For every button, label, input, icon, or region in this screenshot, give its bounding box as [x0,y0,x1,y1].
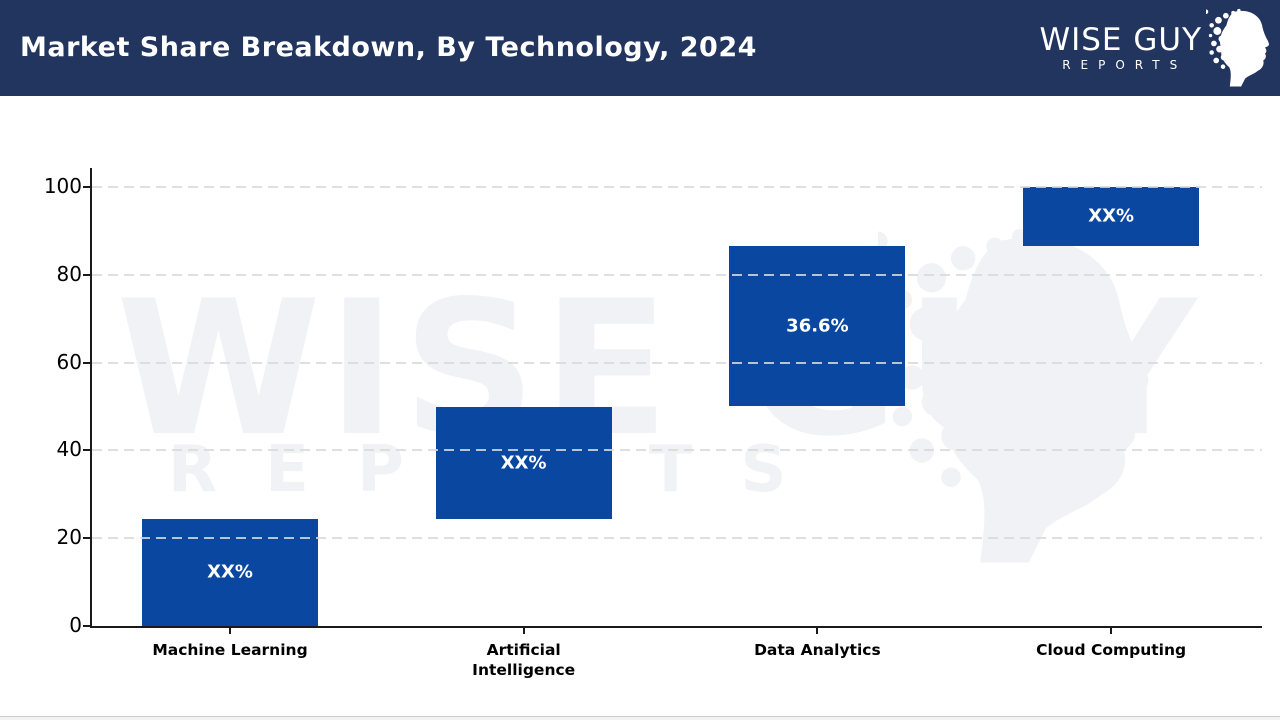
bar-value-label-machine-learning: XX% [207,561,253,583]
y-tick-mark [83,625,91,627]
bar-artificial-intelligence [435,406,612,519]
gridline-100 [92,186,1262,188]
bar-value-label-artificial-intelligence: XX% [500,452,547,474]
x-tick-mark [522,628,525,634]
chart-area: WISE GUY REPORTS 020406080100XX%Machine … [0,96,1280,720]
y-tick-label: 0 [69,613,82,637]
page-title: Market Share Breakdown, By Technology, 2… [20,32,757,63]
x-tick-label-cloud-computing: Cloud Computing [1036,641,1187,659]
y-tick-mark [83,273,91,276]
y-tick-label: 100 [43,174,82,198]
x-tick-label-machine-learning: Machine Learning [152,641,308,659]
x-tick-mark [229,628,231,634]
y-tick-mark [83,537,91,540]
brand-logo-text: WISE GUY REPORTS [1039,24,1202,73]
y-tick-mark [83,449,91,452]
brand-subtitle: REPORTS [1062,58,1188,73]
x-axis-line [90,626,1262,628]
bar-value-label-data-analytics: 36.6% [786,315,849,337]
bar-data-analytics [729,245,906,407]
bottom-margin [0,717,1280,720]
y-tick-mark [83,186,91,188]
y-tick-label: 60 [56,349,82,374]
y-axis-line [90,168,92,628]
bar-cloud-computing [1023,187,1200,246]
x-tick-label-artificial-intelligence: Artificial Intelligence [472,641,576,679]
brand-logo: WISE GUY REPORTS [1039,0,1274,96]
gridline-40 [92,449,1262,452]
y-tick-label: 40 [56,437,82,462]
watermark-head-icon [878,229,1149,563]
bar-machine-learning [142,518,318,626]
x-tick-label-data-analytics: Data Analytics [754,641,881,659]
brand-name: WISE GUY [1039,21,1202,58]
gridline-60 [92,361,1262,364]
gridline-20 [92,537,1262,540]
bottom-divider [0,716,1280,717]
y-tick-label: 20 [56,525,82,550]
x-tick-mark [1110,628,1113,634]
y-tick-mark [83,361,91,364]
gridline-80 [92,273,1262,276]
header-bar: Market Share Breakdown, By Technology, 2… [0,0,1280,96]
bar-value-label-cloud-computing: XX% [1088,205,1134,227]
y-tick-label: 80 [56,261,82,286]
x-tick-mark [816,628,819,634]
